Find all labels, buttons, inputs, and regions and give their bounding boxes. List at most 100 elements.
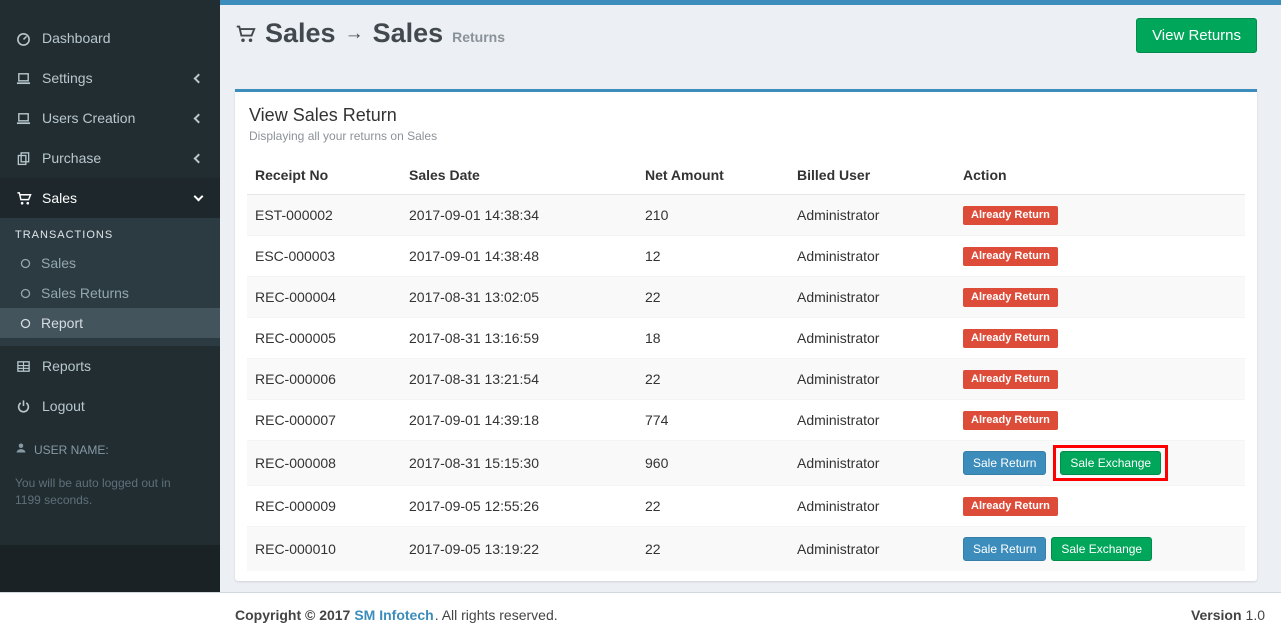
submenu-item-sales-returns[interactable]: Sales Returns [0, 278, 220, 308]
view-returns-button[interactable]: View Returns [1136, 18, 1257, 53]
receipt-no-cell: REC-000006 [247, 358, 401, 400]
column-header-sales-date: Sales Date [401, 156, 637, 195]
billed-user-cell: Administrator [789, 235, 955, 277]
sidebar-item-label: Settings [42, 70, 93, 86]
billed-user-cell: Administrator [789, 485, 955, 527]
sidebar-item-reports[interactable]: Reports [0, 346, 220, 386]
sidebar-nav: Dashboard Settings Users Creation [0, 0, 220, 426]
action-cell: Already Return [955, 194, 1245, 236]
sales-date-cell: 2017-09-01 14:39:18 [401, 399, 637, 441]
sale-return-button[interactable]: Sale Return [963, 451, 1047, 475]
sidebar-item-label: Purchase [42, 150, 102, 166]
version-value: 1.0 [1245, 607, 1265, 623]
breadcrumb-page: Sales [372, 18, 444, 48]
chevron-left-icon [193, 73, 204, 83]
table-row: ESC-000003 2017-09-01 14:38:48 12 Administr… [247, 235, 1245, 277]
already-return-badge: Already Return [963, 288, 1058, 307]
receipt-no-cell: ESC-000003 [247, 235, 401, 277]
receipt-no-cell: REC-000007 [247, 399, 401, 441]
content-header: Sales → Sales Returns View Returns [220, 5, 1281, 53]
column-header-action: Action [955, 156, 1245, 195]
copyright-prefix: Copyright © 2017 [235, 607, 351, 623]
action-cell: Already Return [955, 317, 1245, 359]
circle-icon [19, 318, 32, 329]
table-row: EST-000002 2017-09-01 14:38:34 210 Administ… [247, 194, 1245, 236]
sidebar-item-label: Sales [42, 190, 78, 206]
submenu-header: TRANSACTIONS [15, 229, 114, 241]
laptop-icon [15, 71, 32, 86]
receipt-no-cell: REC-000010 [247, 526, 401, 571]
sidebar-item-users-creation[interactable]: Users Creation [0, 98, 220, 138]
already-return-badge: Already Return [963, 497, 1058, 516]
red-annotation-box: Sale Exchange [1053, 445, 1169, 482]
net-amount-cell: 960 [637, 440, 789, 486]
sidebar-item-settings[interactable]: Settings [0, 58, 220, 98]
copy-icon [15, 151, 32, 166]
sale-exchange-button[interactable]: Sale Exchange [1060, 451, 1162, 476]
sidebar-item-label: Dashboard [42, 30, 111, 46]
version-text: Version 1.0 [1191, 607, 1265, 623]
circle-icon [19, 258, 32, 269]
billed-user-cell: Administrator [789, 358, 955, 400]
auto-logout-note: You will be auto logged out in 1199 seco… [15, 476, 171, 507]
panel-title: View Sales Return [249, 105, 397, 125]
sidebar-item-logout[interactable]: Logout [0, 386, 220, 426]
billed-user-cell: Administrator [789, 399, 955, 441]
breadcrumb-page-sub: Returns [452, 29, 506, 45]
billed-user-cell: Administrator [789, 276, 955, 318]
sales-date-cell: 2017-08-31 13:16:59 [401, 317, 637, 359]
net-amount-cell: 18 [637, 317, 789, 359]
column-header-net-amount: Net Amount [637, 156, 789, 195]
sidebar-item-sales[interactable]: Sales [0, 178, 220, 218]
column-header-receipt-no: Receipt No [247, 156, 401, 195]
sale-exchange-button[interactable]: Sale Exchange [1051, 537, 1153, 561]
breadcrumb-section: Sales [265, 18, 336, 48]
submenu-item-report[interactable]: Report [0, 308, 220, 338]
net-amount-cell: 22 [637, 485, 789, 527]
page-title: Sales → Sales Returns [235, 18, 505, 49]
net-amount-cell: 12 [637, 235, 789, 277]
circle-icon [19, 288, 32, 299]
panel-subtitle: Displaying all your returns on Sales [249, 129, 438, 143]
sales-date-cell: 2017-09-05 12:55:26 [401, 485, 637, 527]
action-cell: Already Return [955, 276, 1245, 318]
action-cell: Already Return [955, 399, 1245, 441]
action-cell: Already Return [955, 358, 1245, 400]
sales-date-cell: 2017-08-31 13:02:05 [401, 276, 637, 318]
submenu-item-label: Sales [41, 255, 77, 271]
sales-date-cell: 2017-09-01 14:38:48 [401, 235, 637, 277]
sidebar-item-dashboard[interactable]: Dashboard [0, 18, 220, 58]
sales-date-cell: 2017-09-05 13:19:22 [401, 526, 637, 571]
net-amount-cell: 22 [637, 526, 789, 571]
action-cell: Already Return [955, 235, 1245, 277]
version-label: Version [1190, 607, 1242, 623]
table-header-row: Receipt No Sales Date Net Amount Billed … [247, 156, 1245, 195]
already-return-badge: Already Return [963, 206, 1058, 225]
receipt-no-cell: REC-000004 [247, 276, 401, 318]
action-cell: Already Return [955, 485, 1245, 527]
breadcrumb-arrow-icon: → [344, 22, 364, 44]
cart-icon [235, 24, 256, 44]
column-header-billed-user: Billed User [789, 156, 955, 195]
main-content: Sales → Sales Returns View Returns View … [220, 0, 1281, 592]
sidebar-footer-block [0, 545, 220, 592]
receipt-no-cell: REC-000008 [247, 440, 401, 486]
company-link[interactable]: SM Infotech [354, 607, 434, 623]
table-row: REC-000010 2017-09-05 13:19:22 22 Administr… [247, 526, 1245, 571]
sidebar: Dashboard Settings Users Creation [0, 0, 220, 592]
page-body: Dashboard Settings Users Creation [0, 0, 1281, 592]
sale-return-button[interactable]: Sale Return [963, 537, 1047, 561]
chevron-left-icon [193, 153, 204, 163]
gauge-icon [15, 31, 32, 46]
cart-icon [15, 191, 32, 206]
user-name-label: USER NAME: [34, 442, 109, 457]
table-row: REC-000005 2017-08-31 13:16:59 18 Administr… [247, 317, 1245, 359]
action-cell: Sale Return Sale Exchange [955, 440, 1245, 486]
sales-return-panel: View Sales Return Displaying all your re… [235, 89, 1257, 581]
action-cell: Sale Return Sale Exchange [955, 526, 1245, 571]
laptop-icon [15, 111, 32, 126]
table-row: REC-000004 2017-08-31 13:02:05 22 Administr… [247, 276, 1245, 318]
sidebar-item-purchase[interactable]: Purchase [0, 138, 220, 178]
power-icon [15, 399, 32, 414]
submenu-item-sales[interactable]: Sales [0, 248, 220, 278]
